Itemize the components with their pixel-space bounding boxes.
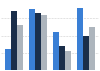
Bar	[65, 51, 71, 70]
Bar	[29, 9, 35, 70]
Bar	[17, 25, 23, 70]
Bar	[35, 13, 41, 70]
Bar	[89, 27, 96, 70]
Bar	[77, 8, 83, 70]
Bar	[4, 49, 11, 70]
Bar	[11, 11, 17, 70]
Bar	[53, 32, 59, 70]
Bar	[59, 46, 65, 70]
Bar	[83, 36, 89, 70]
Bar	[41, 15, 47, 70]
